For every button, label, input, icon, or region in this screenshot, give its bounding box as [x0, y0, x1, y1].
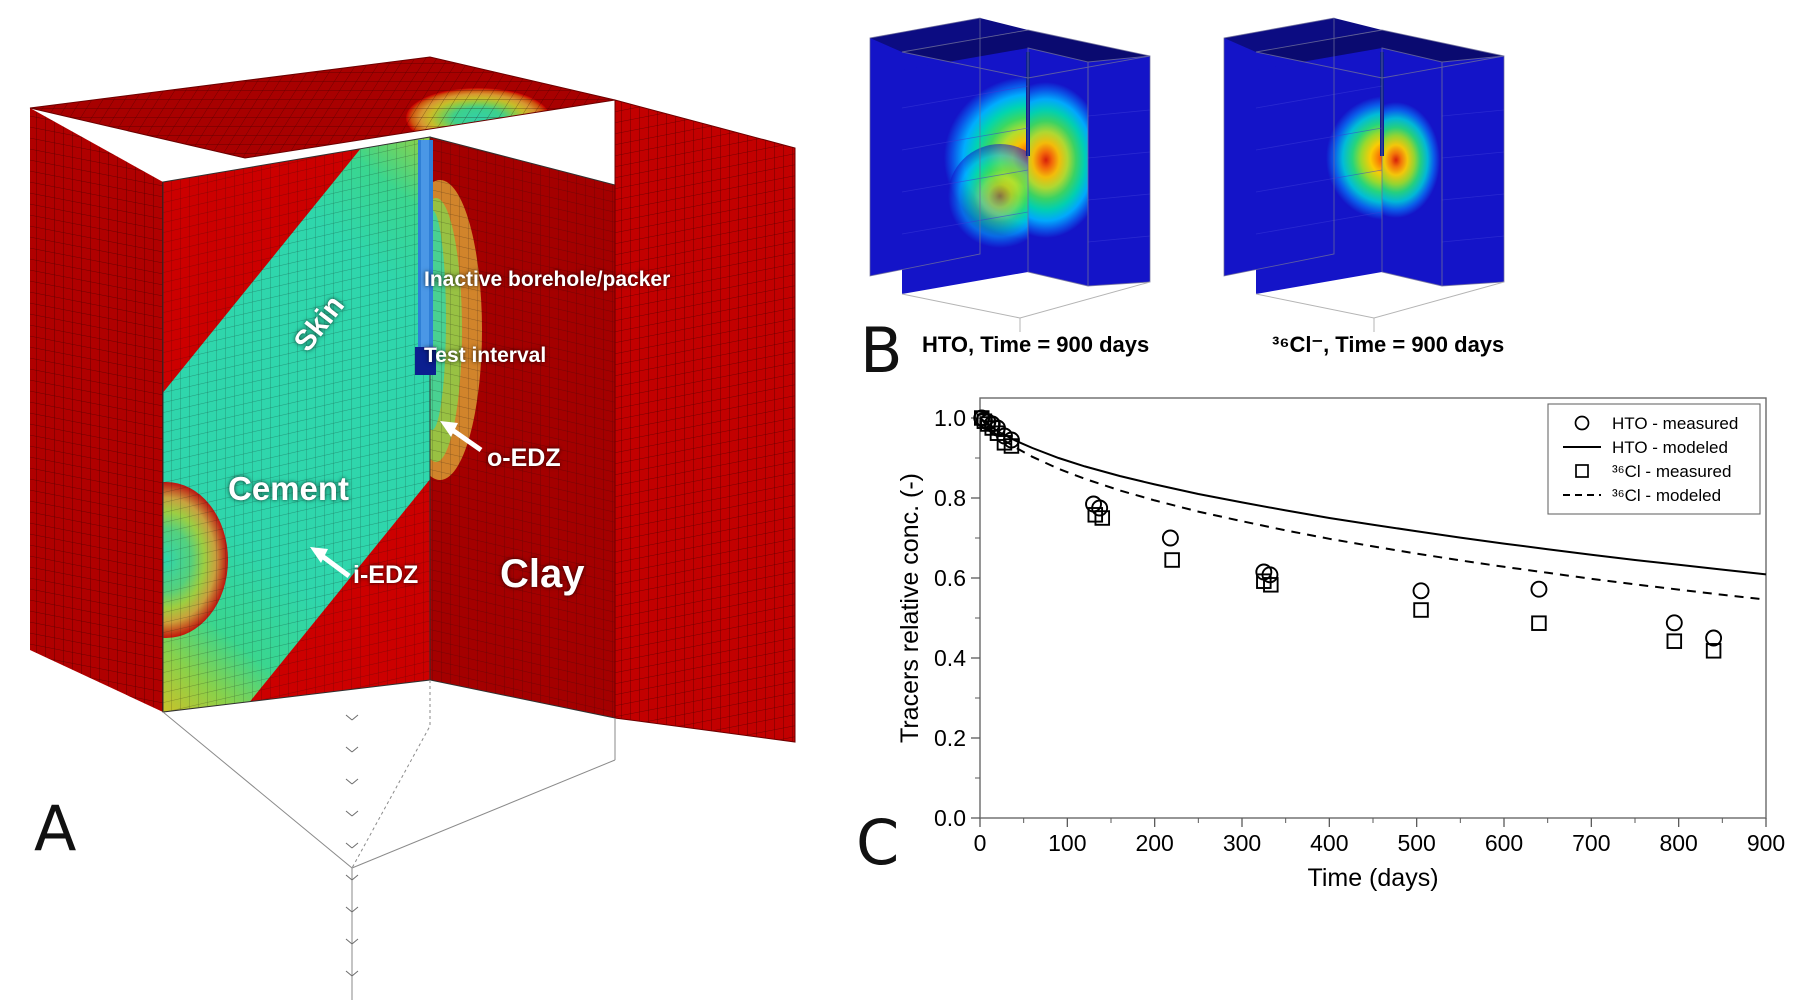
x-tick-label: 900	[1747, 830, 1785, 856]
data-point-marker	[1531, 615, 1547, 631]
y-tick-label: 0.2	[934, 725, 966, 751]
test-interval-block	[415, 347, 436, 375]
y-axis-tick-labels: 0.0 0.2 0.4 0.6 0.8 1.0	[934, 405, 966, 831]
block-face-outer-right	[614, 99, 796, 743]
y-tick-label: 0.0	[934, 805, 966, 831]
caption-cl36-900-days: ³⁶Cl⁻, Time = 900 days	[1272, 332, 1505, 357]
legend-label: HTO - modeled	[1612, 438, 1728, 457]
data-point-marker	[1413, 602, 1429, 618]
x-tick-label: 600	[1485, 830, 1523, 856]
bottom-wireframe	[162, 680, 616, 1000]
panel-b-plume-snapshots: HTO, Time = 900 days ³⁶Cl⁻, Time = 900 d…	[860, 0, 1796, 380]
y-tick-label: 1.0	[934, 405, 966, 431]
y-tick-label: 0.4	[934, 645, 966, 671]
panel-letter-a: A	[34, 792, 77, 865]
data-point-marker	[1705, 643, 1722, 659]
annotation-arrows	[310, 421, 483, 579]
block-face-outer-left	[30, 108, 163, 712]
data-point-marker	[1530, 580, 1548, 598]
y-tick-label: 0.6	[934, 565, 966, 591]
y-tick-label: 0.8	[934, 485, 966, 511]
cube-cl36	[1223, 17, 1505, 332]
x-tick-label: 200	[1135, 830, 1173, 856]
data-point-marker	[1263, 577, 1279, 593]
x-tick-label: 0	[974, 830, 987, 856]
x-tick-label: 500	[1397, 830, 1435, 856]
x-tick-label: 100	[1048, 830, 1086, 856]
legend-label: ³⁶Cl - modeled	[1612, 486, 1721, 505]
legend-box	[1547, 403, 1761, 515]
model-curve	[979, 417, 1767, 576]
panel-a-3d-model: Inactive borehole/packer Test interval S…	[0, 0, 860, 1008]
block-face-cut-left	[162, 136, 431, 713]
data-point-marker	[1003, 438, 1020, 454]
chart-legend: HTO - measured HTO - modeled ³⁶Cl - measur…	[1547, 403, 1761, 515]
panel-a-render	[29, 56, 796, 1000]
x-axis-ticks	[979, 818, 1767, 827]
data-point-marker	[984, 420, 1000, 436]
cube-hto	[869, 17, 1151, 332]
x-tick-label: 800	[1659, 830, 1697, 856]
panel-c-chart: 0 100 200 300 400 500 600 700 800 900 0.0 0.2 0.4 0.…	[860, 380, 1796, 1008]
data-point-marker	[1665, 614, 1683, 632]
panel-letter-b: B	[860, 314, 903, 387]
data-point-marker	[1705, 629, 1723, 647]
y-axis-ticks	[971, 417, 980, 819]
block-face-top	[29, 56, 616, 159]
x-axis-tick-labels: 0 100 200 300 400 500 600 700 800 900	[974, 830, 1786, 856]
y-axis-title: Tracers relative conc. (-)	[896, 473, 924, 743]
x-tick-label: 300	[1223, 830, 1261, 856]
block-face-cut-right	[429, 136, 616, 719]
legend-label: ³⁶Cl - measured	[1612, 462, 1731, 481]
borehole-column	[418, 140, 433, 355]
data-point-marker	[980, 416, 996, 432]
data-point-marker	[1164, 552, 1180, 568]
model-curve	[979, 417, 1767, 601]
x-axis-title: Time (days)	[1307, 864, 1438, 892]
legend-label: HTO - measured	[1612, 414, 1738, 433]
data-point-marker	[1412, 582, 1430, 600]
caption-hto-900-days: HTO, Time = 900 days	[922, 332, 1150, 357]
bottom-axis-ticks	[345, 714, 359, 977]
x-tick-label: 700	[1572, 830, 1610, 856]
data-point-marker	[1161, 529, 1179, 547]
panel-b-render	[869, 17, 1505, 332]
model-curves	[979, 417, 1767, 601]
panel-letter-c: C	[856, 806, 900, 879]
tracer-dilution-chart: 0 100 200 300 400 500 600 700 800 900 0.00.20.40.…	[896, 397, 1786, 892]
x-tick-label: 400	[1310, 830, 1348, 856]
measured-markers	[973, 409, 1723, 659]
data-point-marker	[1094, 510, 1111, 526]
data-point-marker	[1666, 633, 1683, 649]
